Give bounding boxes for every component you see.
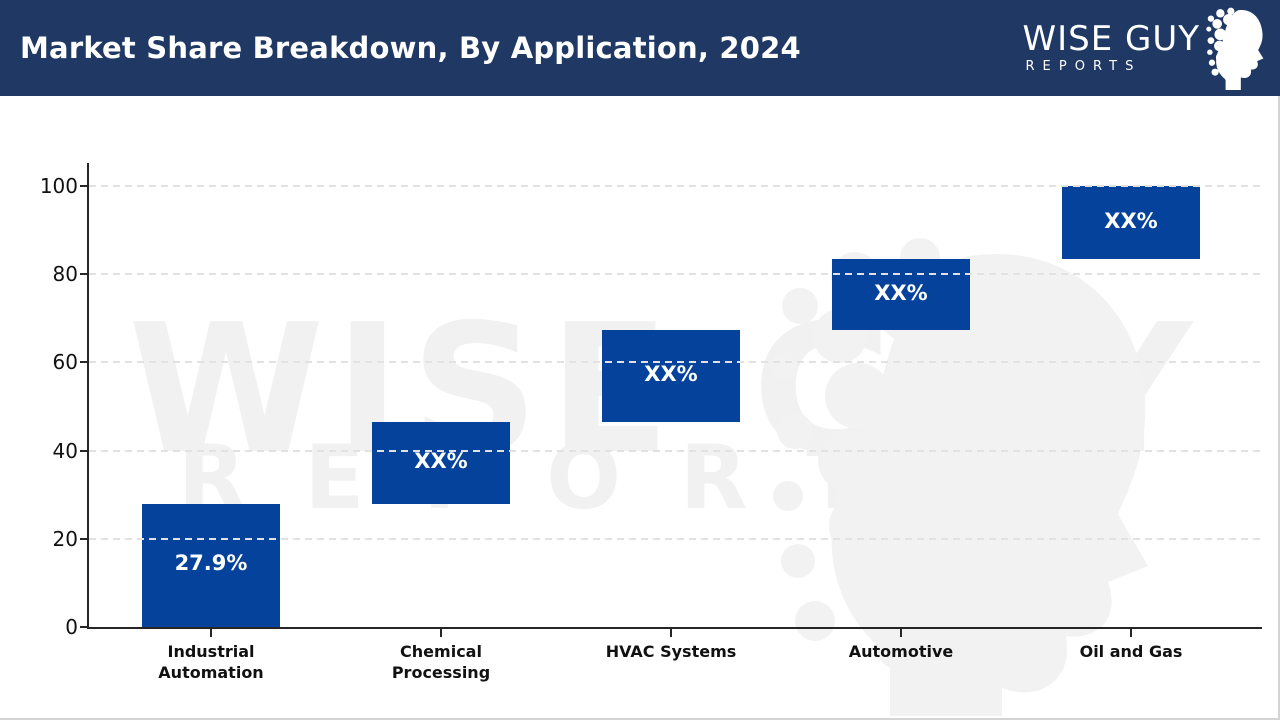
bar-value-label: XX% — [1104, 208, 1158, 233]
y-tick-label: 0 — [65, 615, 78, 639]
gridline-80 — [89, 273, 1262, 276]
x-category-label: Automotive — [848, 642, 954, 661]
bar-value-label: XX% — [874, 280, 928, 305]
y-tick — [80, 626, 88, 628]
logo-text: WISE GUY REPORTS — [1022, 18, 1200, 75]
bar-value-label: 27.9% — [174, 551, 248, 576]
y-tick-label: 100 — [39, 174, 78, 198]
y-tick-label: 60 — [52, 350, 78, 375]
x-tick — [1130, 629, 1132, 637]
logo-subtitle: REPORTS — [1025, 59, 1142, 75]
y-tick — [80, 537, 88, 540]
bar-1 — [372, 422, 510, 504]
y-tick — [80, 185, 88, 187]
x-category-label: HVAC Systems — [605, 642, 737, 661]
gridline-20 — [89, 537, 1262, 540]
y-tick-label: 80 — [52, 262, 78, 287]
bar-3 — [832, 259, 970, 331]
bar-value-label: XX% — [414, 449, 468, 474]
bar-value-label: XX% — [644, 362, 698, 387]
y-tick — [80, 361, 88, 364]
bar-2 — [602, 330, 740, 423]
gridline-100 — [89, 185, 1262, 187]
x-tick — [900, 629, 902, 637]
x-category-label: Chemical Processing — [391, 642, 491, 682]
wise-guy-logo: WISE GUY REPORTS — [1022, 6, 1266, 90]
bar-4 — [1062, 186, 1200, 260]
x-axis — [87, 627, 1262, 629]
gridline-40 — [89, 449, 1262, 452]
bar-0 — [142, 503, 280, 627]
gridline-60 — [89, 361, 1262, 364]
y-tick-label: 20 — [52, 526, 78, 551]
logo-wordmark: WISE GUY — [1022, 18, 1200, 59]
x-tick — [670, 629, 672, 637]
y-tick — [80, 449, 88, 452]
plot-area: WISE GUY R E P O R T S 27.9%XX%XX%XX%XX%… — [0, 96, 1280, 720]
x-category-label: Industrial Automation — [158, 642, 264, 682]
x-category-label: Oil and Gas — [1079, 642, 1183, 661]
header-band: Market Share Breakdown, By Application, … — [0, 0, 1280, 96]
logo-head-icon — [1206, 7, 1264, 90]
y-axis — [87, 163, 89, 629]
chart-title: Market Share Breakdown, By Application, … — [20, 31, 801, 65]
y-tick — [80, 273, 88, 276]
x-tick — [210, 629, 212, 637]
x-tick — [440, 629, 442, 637]
y-tick-label: 40 — [52, 438, 78, 463]
